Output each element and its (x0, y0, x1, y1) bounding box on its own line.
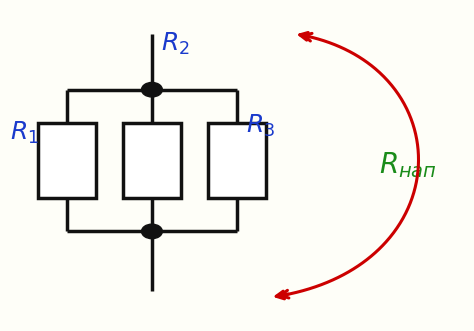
Text: $R_3$: $R_3$ (246, 113, 275, 139)
Circle shape (142, 224, 162, 239)
Circle shape (142, 82, 162, 97)
Text: $R_2$: $R_2$ (161, 30, 190, 57)
Text: $R_{нап}$: $R_{нап}$ (379, 151, 437, 180)
Polygon shape (123, 123, 181, 199)
Polygon shape (37, 123, 96, 199)
Polygon shape (208, 123, 266, 199)
Text: $R_1$: $R_1$ (10, 119, 39, 146)
